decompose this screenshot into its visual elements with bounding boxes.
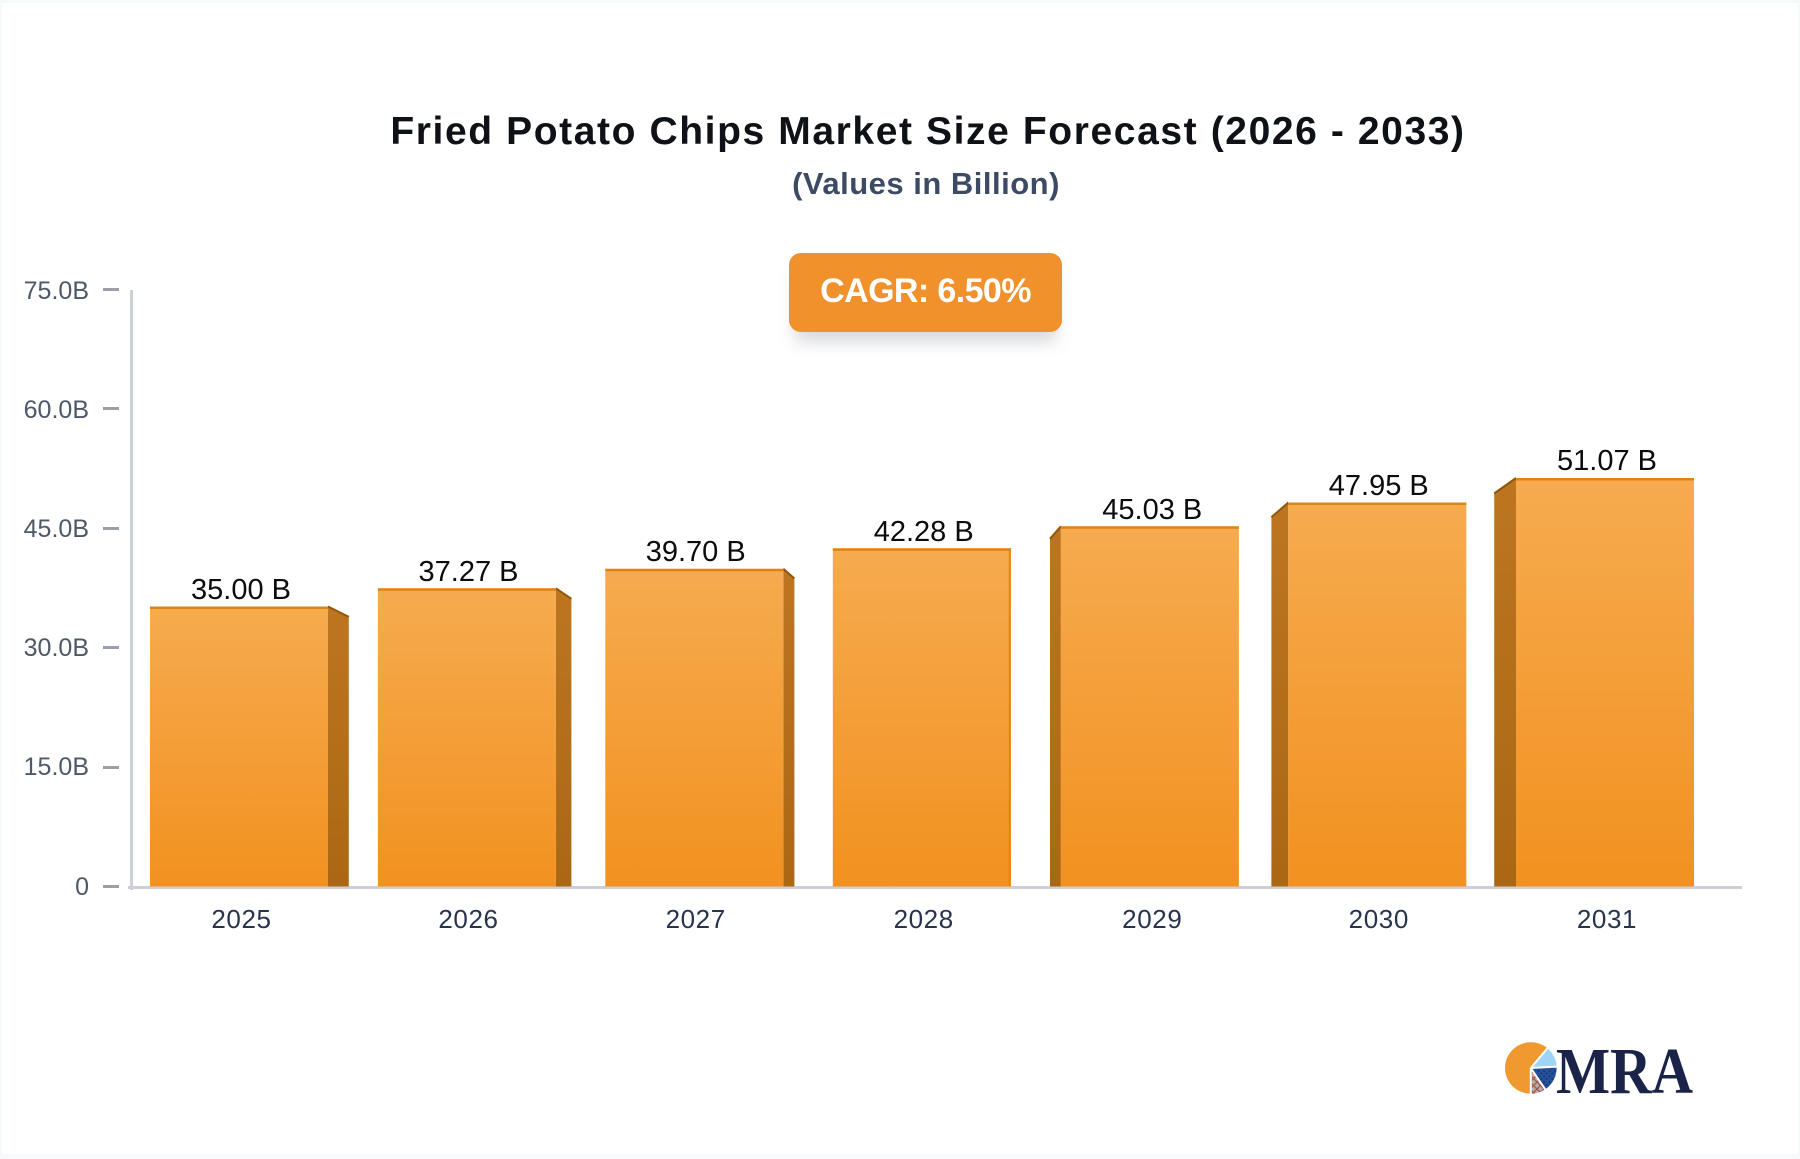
svg-text:MRA: MRA <box>1556 1035 1693 1108</box>
